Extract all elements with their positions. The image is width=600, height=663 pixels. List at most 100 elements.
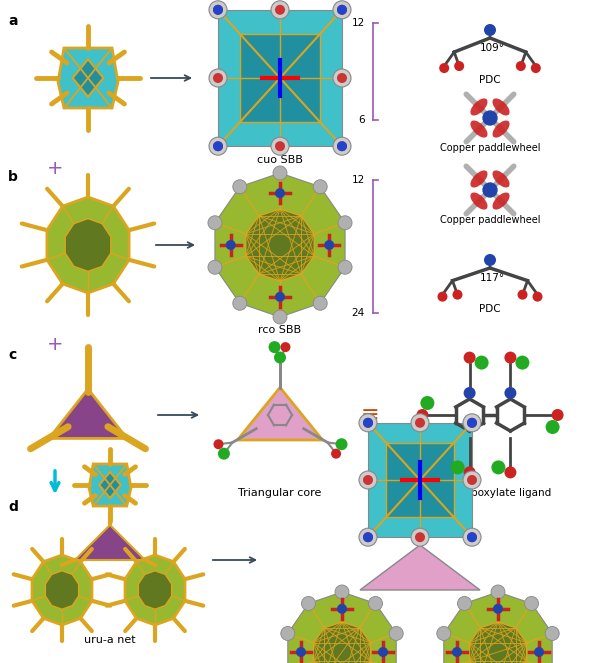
Circle shape xyxy=(335,585,349,599)
Circle shape xyxy=(214,439,223,450)
Text: 12: 12 xyxy=(352,18,365,28)
Circle shape xyxy=(337,5,347,15)
Circle shape xyxy=(213,73,223,83)
Text: a: a xyxy=(8,14,17,28)
Circle shape xyxy=(213,141,223,151)
Ellipse shape xyxy=(470,192,488,210)
Circle shape xyxy=(515,355,529,369)
Polygon shape xyxy=(75,525,145,560)
Polygon shape xyxy=(386,443,454,517)
Circle shape xyxy=(482,110,497,126)
Polygon shape xyxy=(444,592,552,663)
Circle shape xyxy=(333,137,351,155)
Circle shape xyxy=(463,528,481,546)
Circle shape xyxy=(475,355,488,369)
Circle shape xyxy=(368,597,383,611)
Circle shape xyxy=(274,351,286,363)
Polygon shape xyxy=(139,571,172,609)
Circle shape xyxy=(467,532,477,542)
Circle shape xyxy=(296,647,306,657)
Circle shape xyxy=(452,647,462,657)
Circle shape xyxy=(463,414,481,432)
Circle shape xyxy=(411,528,429,546)
Circle shape xyxy=(226,240,236,250)
Text: 12: 12 xyxy=(352,175,365,185)
Circle shape xyxy=(484,24,496,36)
Circle shape xyxy=(437,292,448,302)
Ellipse shape xyxy=(470,170,488,188)
Circle shape xyxy=(275,292,285,302)
Circle shape xyxy=(464,466,476,479)
Circle shape xyxy=(209,137,227,155)
Circle shape xyxy=(467,532,477,542)
Circle shape xyxy=(209,69,227,87)
Circle shape xyxy=(516,61,526,71)
Circle shape xyxy=(273,310,287,324)
Circle shape xyxy=(415,418,425,428)
Text: +: + xyxy=(47,158,63,178)
Polygon shape xyxy=(215,173,345,317)
Circle shape xyxy=(208,261,222,274)
Circle shape xyxy=(338,215,352,230)
Circle shape xyxy=(331,449,341,459)
Polygon shape xyxy=(58,48,118,108)
Text: uru-a net: uru-a net xyxy=(84,635,136,645)
Circle shape xyxy=(213,5,223,15)
Circle shape xyxy=(467,475,477,485)
Text: Hexacarboxylate ligand: Hexacarboxylate ligand xyxy=(428,488,551,498)
Circle shape xyxy=(493,604,503,614)
Circle shape xyxy=(301,597,316,611)
Circle shape xyxy=(531,63,541,73)
Polygon shape xyxy=(218,10,342,147)
Circle shape xyxy=(359,414,377,432)
Text: 6: 6 xyxy=(358,115,365,125)
Circle shape xyxy=(337,604,347,614)
Circle shape xyxy=(464,351,476,363)
Circle shape xyxy=(533,292,542,302)
Text: b: b xyxy=(8,170,18,184)
Circle shape xyxy=(505,466,517,479)
Circle shape xyxy=(363,532,373,542)
Circle shape xyxy=(467,418,477,428)
Polygon shape xyxy=(288,592,396,663)
Circle shape xyxy=(439,63,449,73)
Circle shape xyxy=(452,290,463,300)
Circle shape xyxy=(275,141,285,151)
Circle shape xyxy=(524,597,539,611)
Circle shape xyxy=(269,341,281,353)
Circle shape xyxy=(363,532,373,542)
Circle shape xyxy=(359,528,377,546)
Circle shape xyxy=(491,585,505,599)
Circle shape xyxy=(551,409,563,421)
Circle shape xyxy=(463,471,481,489)
Circle shape xyxy=(545,627,559,640)
Circle shape xyxy=(363,418,373,428)
Text: PDC: PDC xyxy=(479,304,501,314)
Polygon shape xyxy=(360,545,480,590)
Text: Copper paddlewheel: Copper paddlewheel xyxy=(440,215,540,225)
Circle shape xyxy=(333,69,351,87)
Polygon shape xyxy=(89,464,131,506)
Circle shape xyxy=(337,141,347,151)
Circle shape xyxy=(337,141,347,151)
Ellipse shape xyxy=(493,170,509,188)
Circle shape xyxy=(518,290,527,300)
Circle shape xyxy=(335,438,347,450)
Circle shape xyxy=(457,597,472,611)
Circle shape xyxy=(451,460,464,475)
Circle shape xyxy=(437,627,451,640)
Text: PDC: PDC xyxy=(479,75,501,85)
Ellipse shape xyxy=(493,98,509,115)
Circle shape xyxy=(505,387,517,399)
Circle shape xyxy=(363,475,373,485)
Circle shape xyxy=(273,166,287,180)
Text: 109°: 109° xyxy=(479,43,505,53)
Polygon shape xyxy=(469,622,527,663)
Circle shape xyxy=(275,188,285,198)
Text: d: d xyxy=(8,500,18,514)
Circle shape xyxy=(208,215,222,230)
Circle shape xyxy=(421,396,434,410)
Circle shape xyxy=(534,647,544,657)
Circle shape xyxy=(213,141,223,151)
Circle shape xyxy=(482,182,497,198)
